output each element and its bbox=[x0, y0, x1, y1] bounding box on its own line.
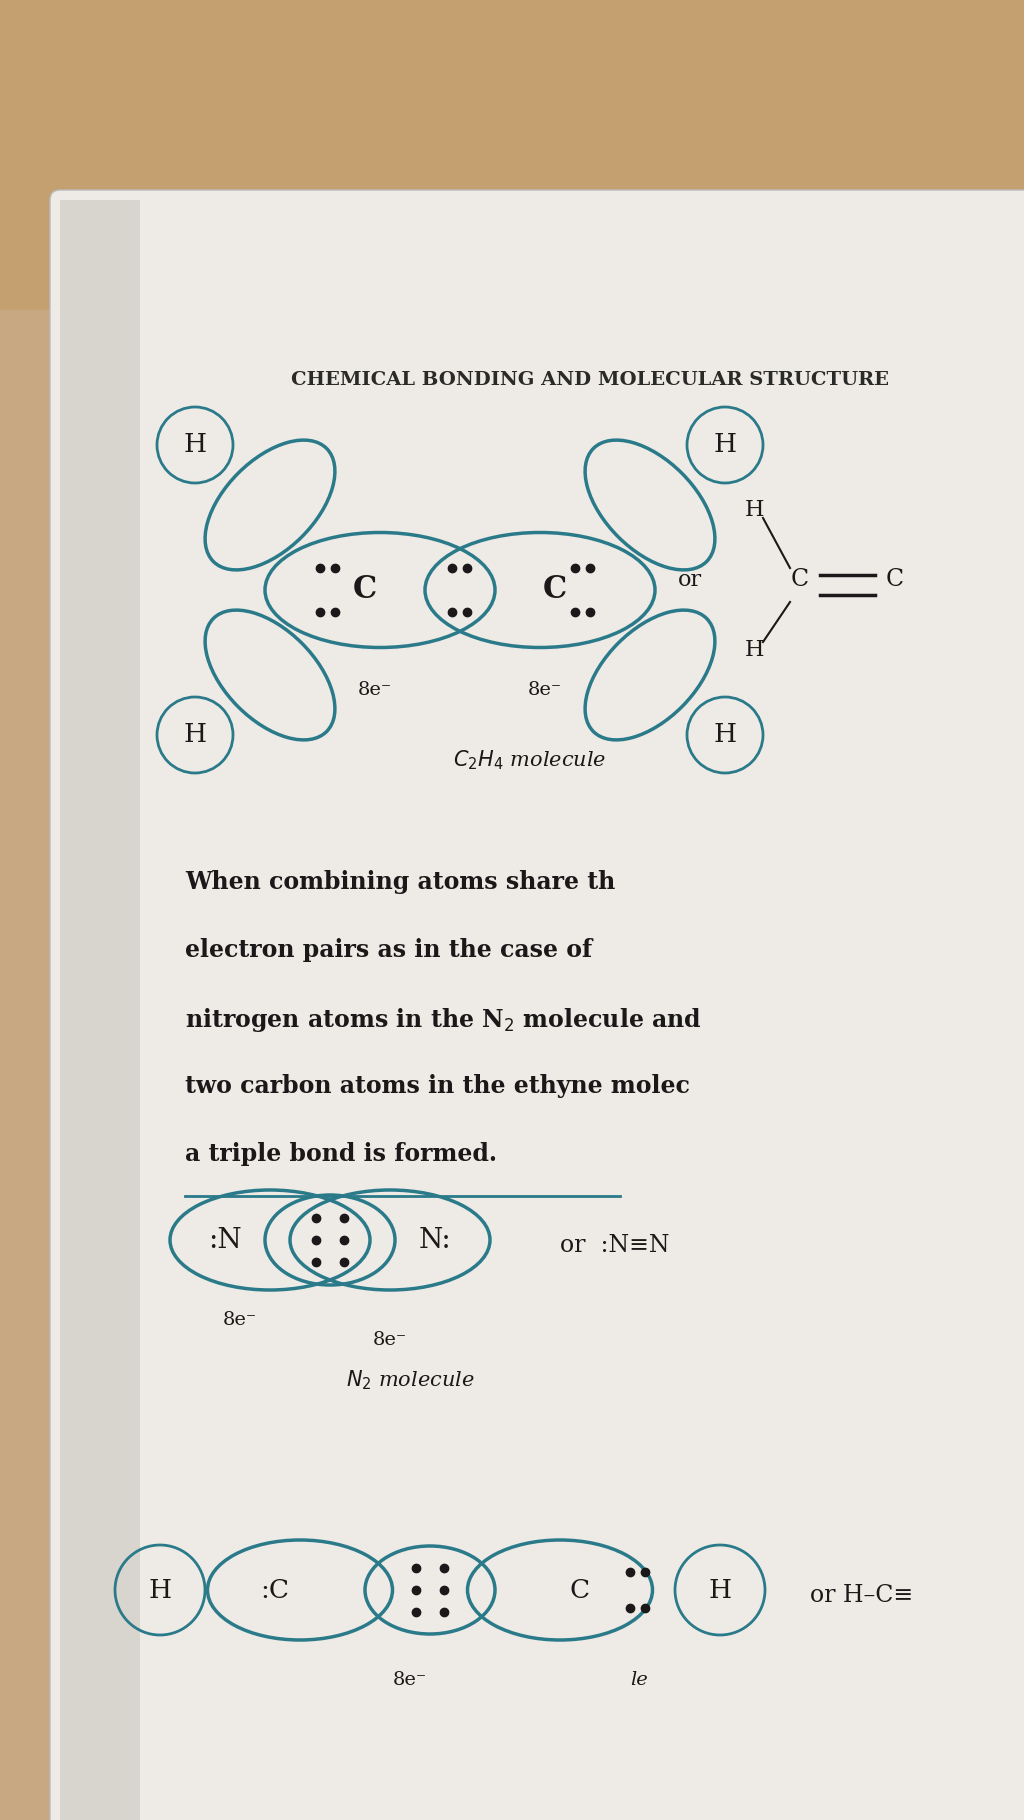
Text: H: H bbox=[148, 1578, 172, 1602]
Bar bbox=[60, 200, 140, 1820]
Text: 8e⁻: 8e⁻ bbox=[528, 681, 562, 699]
Text: 8e⁻: 8e⁻ bbox=[393, 1671, 427, 1689]
Text: C: C bbox=[791, 568, 809, 592]
Bar bbox=[0, 0, 1024, 309]
Text: N:: N: bbox=[419, 1227, 452, 1254]
Text: C: C bbox=[570, 1578, 590, 1602]
Text: H: H bbox=[183, 723, 207, 748]
Text: H: H bbox=[709, 1578, 731, 1602]
Text: a triple bond is formed.: a triple bond is formed. bbox=[185, 1141, 497, 1167]
Text: H: H bbox=[745, 639, 765, 661]
FancyBboxPatch shape bbox=[50, 189, 1024, 1820]
Text: C: C bbox=[543, 575, 567, 606]
Text: two carbon atoms in the ethyne molec: two carbon atoms in the ethyne molec bbox=[185, 1074, 690, 1097]
Text: $C_2H_4$ molecule: $C_2H_4$ molecule bbox=[454, 748, 606, 772]
Text: 8e⁻: 8e⁻ bbox=[223, 1310, 257, 1329]
Text: H: H bbox=[183, 433, 207, 457]
Text: :C: :C bbox=[260, 1578, 290, 1602]
Text: nitrogen atoms in the N$_2$ molecule and: nitrogen atoms in the N$_2$ molecule and bbox=[185, 1006, 701, 1034]
Text: or  :N≡N: or :N≡N bbox=[560, 1234, 670, 1256]
Text: $N_2$ molecule: $N_2$ molecule bbox=[346, 1369, 474, 1392]
Text: or H–C≡: or H–C≡ bbox=[810, 1583, 913, 1607]
Text: H: H bbox=[745, 499, 765, 521]
Text: 8e⁻: 8e⁻ bbox=[373, 1330, 408, 1349]
Text: C: C bbox=[886, 568, 904, 592]
Text: H: H bbox=[714, 723, 736, 748]
Text: electron pairs as in the case of: electron pairs as in the case of bbox=[185, 937, 592, 963]
Text: :N: :N bbox=[208, 1227, 242, 1254]
Text: C: C bbox=[353, 575, 377, 606]
Text: le: le bbox=[630, 1671, 648, 1689]
Text: or: or bbox=[678, 570, 702, 592]
Text: H: H bbox=[714, 433, 736, 457]
Text: When combining atoms share th: When combining atoms share th bbox=[185, 870, 615, 894]
Text: 8e⁻: 8e⁻ bbox=[358, 681, 392, 699]
Text: CHEMICAL BONDING AND MOLECULAR STRUCTURE: CHEMICAL BONDING AND MOLECULAR STRUCTURE bbox=[291, 371, 889, 389]
